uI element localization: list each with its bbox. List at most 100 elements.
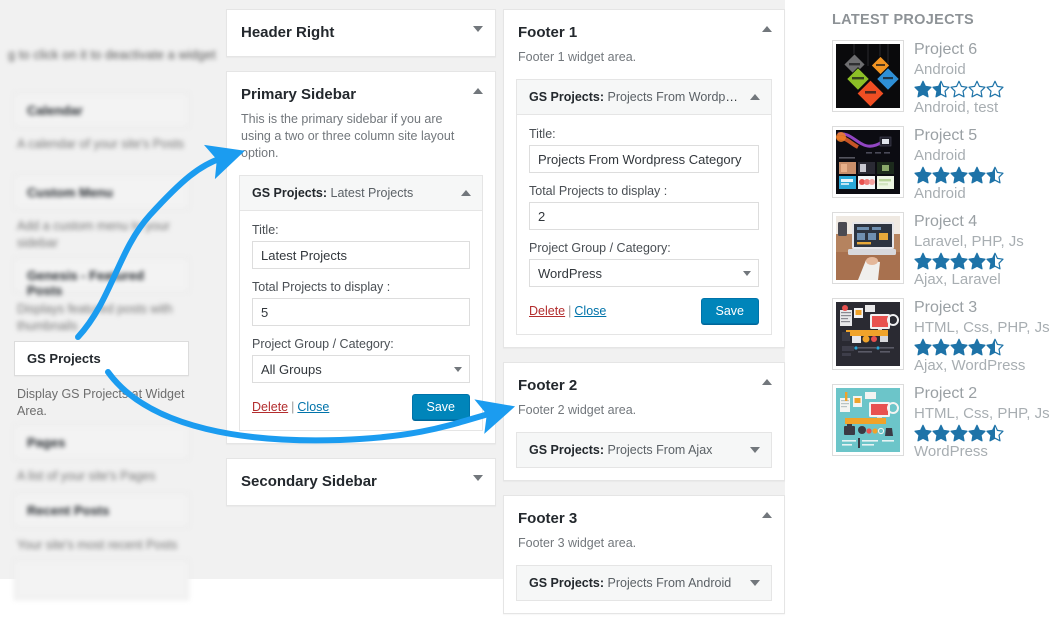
delete-link[interactable]: Delete xyxy=(252,400,289,414)
widget-card-desc: Display GS Projects at Widget Area. xyxy=(17,387,185,418)
sidebar-column-2: Footer 1 Footer 1 widget area. GS Projec… xyxy=(503,0,785,628)
panel-description: Footer 2 widget area. xyxy=(518,403,637,417)
project-categories: Ajax, Laravel xyxy=(914,271,1001,288)
widget-card-desc: Your site's most recent Posts xyxy=(17,538,178,552)
chevron-down-icon[interactable] xyxy=(750,447,760,453)
chevron-down-icon[interactable] xyxy=(750,580,760,586)
widget-card-desc: Displays featured posts with thumbnails xyxy=(17,302,173,333)
panel-body: GS Projects: Projects From Wordpress ...… xyxy=(504,79,784,347)
widget-card-label: Custom Menu xyxy=(27,185,113,200)
chevron-up-icon[interactable] xyxy=(750,94,760,100)
title-input[interactable] xyxy=(529,145,759,173)
panel-header[interactable]: Footer 3 Footer 3 widget area. xyxy=(504,496,784,565)
project-rating-stars xyxy=(914,424,1050,442)
widget-card-recent-posts[interactable]: Recent Posts xyxy=(14,493,189,527)
widget-card-genesis-featured-posts[interactable]: Genesis - Featured Posts xyxy=(14,258,189,298)
widget-header-bar[interactable]: GS Projects: Projects From Wordpress ... xyxy=(517,80,771,115)
field-total-projects: Total Projects to display : xyxy=(252,280,470,326)
panel-description: Footer 1 widget area. xyxy=(518,50,637,64)
project-meta: Project 6 Android Android, test xyxy=(914,40,1004,118)
chevron-up-icon[interactable] xyxy=(461,190,471,196)
save-button[interactable]: Save xyxy=(700,298,759,324)
widget-gs-projects-latest-projects: GS Projects: Latest Projects Title: Tota… xyxy=(239,175,483,431)
panel-title: Secondary Sidebar xyxy=(241,473,377,490)
panel-header[interactable]: Footer 1 Footer 1 widget area. xyxy=(504,10,784,79)
total-projects-input[interactable] xyxy=(252,298,470,326)
panel-body: GS Projects: Projects From Android xyxy=(504,565,784,613)
link-separator: | xyxy=(568,304,572,318)
project-categories: Ajax, WordPress xyxy=(914,357,1026,374)
widget-card-extra[interactable] xyxy=(14,560,189,600)
chevron-up-icon[interactable] xyxy=(762,512,772,518)
project-item[interactable]: Project 5 Android Android xyxy=(832,126,1064,204)
chevron-down-icon[interactable] xyxy=(473,26,483,32)
chevron-up-icon[interactable] xyxy=(762,26,772,32)
chevron-up-icon[interactable] xyxy=(473,88,483,94)
panel-header[interactable]: Secondary Sidebar xyxy=(227,459,495,505)
project-name[interactable]: Project 6 xyxy=(914,41,978,58)
total-projects-input[interactable] xyxy=(529,202,759,230)
widget-card-gs-projects[interactable]: GS Projects xyxy=(14,341,189,376)
preview-heading: LATEST PROJECTS xyxy=(832,12,974,28)
close-link[interactable]: Close xyxy=(297,400,330,414)
project-name[interactable]: Project 5 xyxy=(914,127,978,144)
widget-header-bar[interactable]: GS Projects: Projects From Ajax xyxy=(517,433,771,467)
widget-actions: Delete | Close Save xyxy=(252,394,470,420)
sidebar-panel-secondary-sidebar[interactable]: Secondary Sidebar xyxy=(226,458,496,506)
panel-header[interactable]: Footer 2 Footer 2 widget area. xyxy=(504,363,784,432)
widget-links: Delete | Close xyxy=(252,400,329,414)
widget-type-label: GS Projects: xyxy=(529,576,605,590)
project-thumbnail[interactable] xyxy=(832,40,904,112)
chevron-up-icon[interactable] xyxy=(762,379,772,385)
panel-header[interactable]: Primary Sidebar This is the primary side… xyxy=(227,72,495,175)
project-item[interactable]: Project 6 Android Android, test xyxy=(832,40,1064,118)
widget-header-bar[interactable]: GS Projects: Latest Projects xyxy=(240,176,482,211)
widget-card-label: Calendar xyxy=(27,103,83,118)
project-technologies: Android xyxy=(914,61,966,78)
project-name[interactable]: Project 4 xyxy=(914,213,978,230)
widget-card-pages[interactable]: Pages xyxy=(14,425,189,459)
project-categories: Android, test xyxy=(914,99,999,116)
panel-title: Primary Sidebar xyxy=(241,86,357,103)
widget-card-calendar[interactable]: Calendar xyxy=(14,93,189,127)
widget-header-bar[interactable]: GS Projects: Projects From Android xyxy=(517,566,771,600)
field-label: Title: xyxy=(252,223,279,237)
project-thumbnail[interactable] xyxy=(832,384,904,456)
title-input[interactable] xyxy=(252,241,470,269)
project-name[interactable]: Project 2 xyxy=(914,385,978,402)
widget-card-custom-menu[interactable]: Custom Menu xyxy=(14,175,189,209)
project-item[interactable]: Project 2 HTML, Css, PHP, Js WordPress xyxy=(832,384,1064,462)
project-name[interactable]: Project 3 xyxy=(914,299,978,316)
sidebar-panel-footer-1: Footer 1 Footer 1 widget area. GS Projec… xyxy=(503,9,785,348)
project-technologies: Laravel, PHP, Js xyxy=(914,233,1024,250)
widget-card-label: GS Projects xyxy=(27,351,101,366)
sidebar-panel-footer-2: Footer 2 Footer 2 widget area. GS Projec… xyxy=(503,362,785,481)
panel-title: Header Right xyxy=(241,24,335,41)
project-group-select[interactable]: WordPress xyxy=(529,259,759,287)
latest-projects-preview: LATEST PROJECTS Project 6 Android xyxy=(820,0,1064,579)
chevron-down-icon[interactable] xyxy=(473,475,483,481)
project-meta: Project 2 HTML, Css, PHP, Js WordPress xyxy=(914,384,1050,462)
project-rating-stars xyxy=(914,252,1024,270)
panel-header[interactable]: Header Right xyxy=(227,10,495,56)
project-group-select[interactable]: All Groups xyxy=(252,355,470,383)
project-thumbnail[interactable] xyxy=(832,212,904,284)
project-thumbnail[interactable] xyxy=(832,126,904,198)
widget-instance-title: Projects From Ajax xyxy=(607,443,713,457)
save-button[interactable]: Save xyxy=(411,394,470,420)
widget-type-label: GS Projects: xyxy=(529,90,605,104)
widget-instance-title: Projects From Wordpress ... xyxy=(607,90,763,104)
sidebar-panel-header-right[interactable]: Header Right xyxy=(226,9,496,57)
widget-gs-projects-ajax: GS Projects: Projects From Ajax xyxy=(516,432,772,468)
widget-card-label: Recent Posts xyxy=(27,503,110,518)
field-label: Title: xyxy=(529,127,556,141)
field-label: Project Group / Category: xyxy=(252,337,394,351)
close-link[interactable]: Close xyxy=(574,304,607,318)
widget-settings-form: Title: Total Projects to display : Proje… xyxy=(517,115,771,334)
project-item[interactable]: Project 3 HTML, Css, PHP, Js Ajax, WordP… xyxy=(832,298,1064,376)
delete-link[interactable]: Delete xyxy=(529,304,566,318)
project-thumbnail[interactable] xyxy=(832,298,904,370)
project-item[interactable]: Project 4 Laravel, PHP, Js Ajax, Laravel xyxy=(832,212,1064,290)
widget-settings-form: Title: Total Projects to display : Proje… xyxy=(240,211,482,430)
field-project-group: Project Group / Category: WordPress xyxy=(529,241,759,287)
